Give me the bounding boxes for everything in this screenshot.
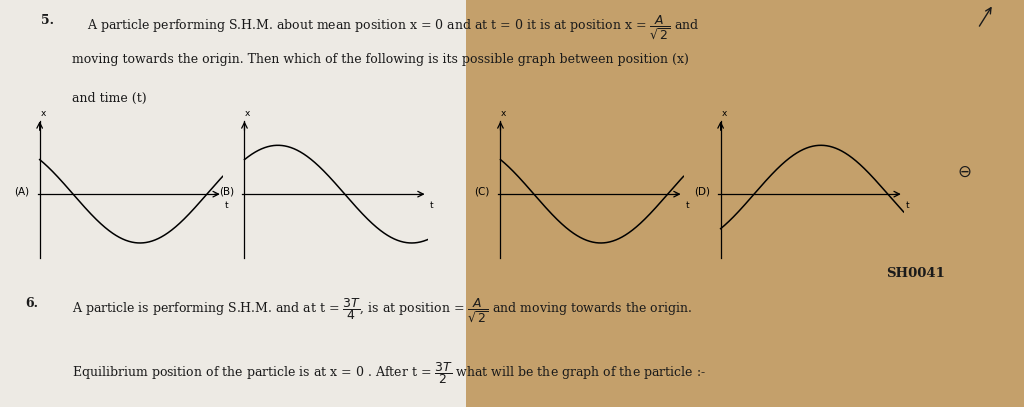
FancyBboxPatch shape [466, 0, 1024, 407]
Text: A particle is performing S.H.M. and at t = $\dfrac{3T}{4}$, is at position = $\d: A particle is performing S.H.M. and at t… [72, 297, 692, 325]
Text: moving towards the origin. Then which of the following is its possible graph bet: moving towards the origin. Then which of… [72, 53, 688, 66]
Text: $\ominus$: $\ominus$ [957, 163, 972, 181]
Text: A particle performing S.H.M. about mean position x = 0 and at t = 0 it is at pos: A particle performing S.H.M. about mean … [87, 14, 699, 42]
Text: 5.: 5. [41, 14, 54, 27]
Text: SH0041: SH0041 [886, 267, 944, 280]
FancyBboxPatch shape [0, 0, 466, 407]
Text: Equilibrium position of the particle is at x = 0 . After t = $\dfrac{3T}{2}$ wha: Equilibrium position of the particle is … [72, 360, 706, 386]
Text: and time (t): and time (t) [72, 92, 146, 105]
Text: 6.: 6. [26, 297, 39, 310]
